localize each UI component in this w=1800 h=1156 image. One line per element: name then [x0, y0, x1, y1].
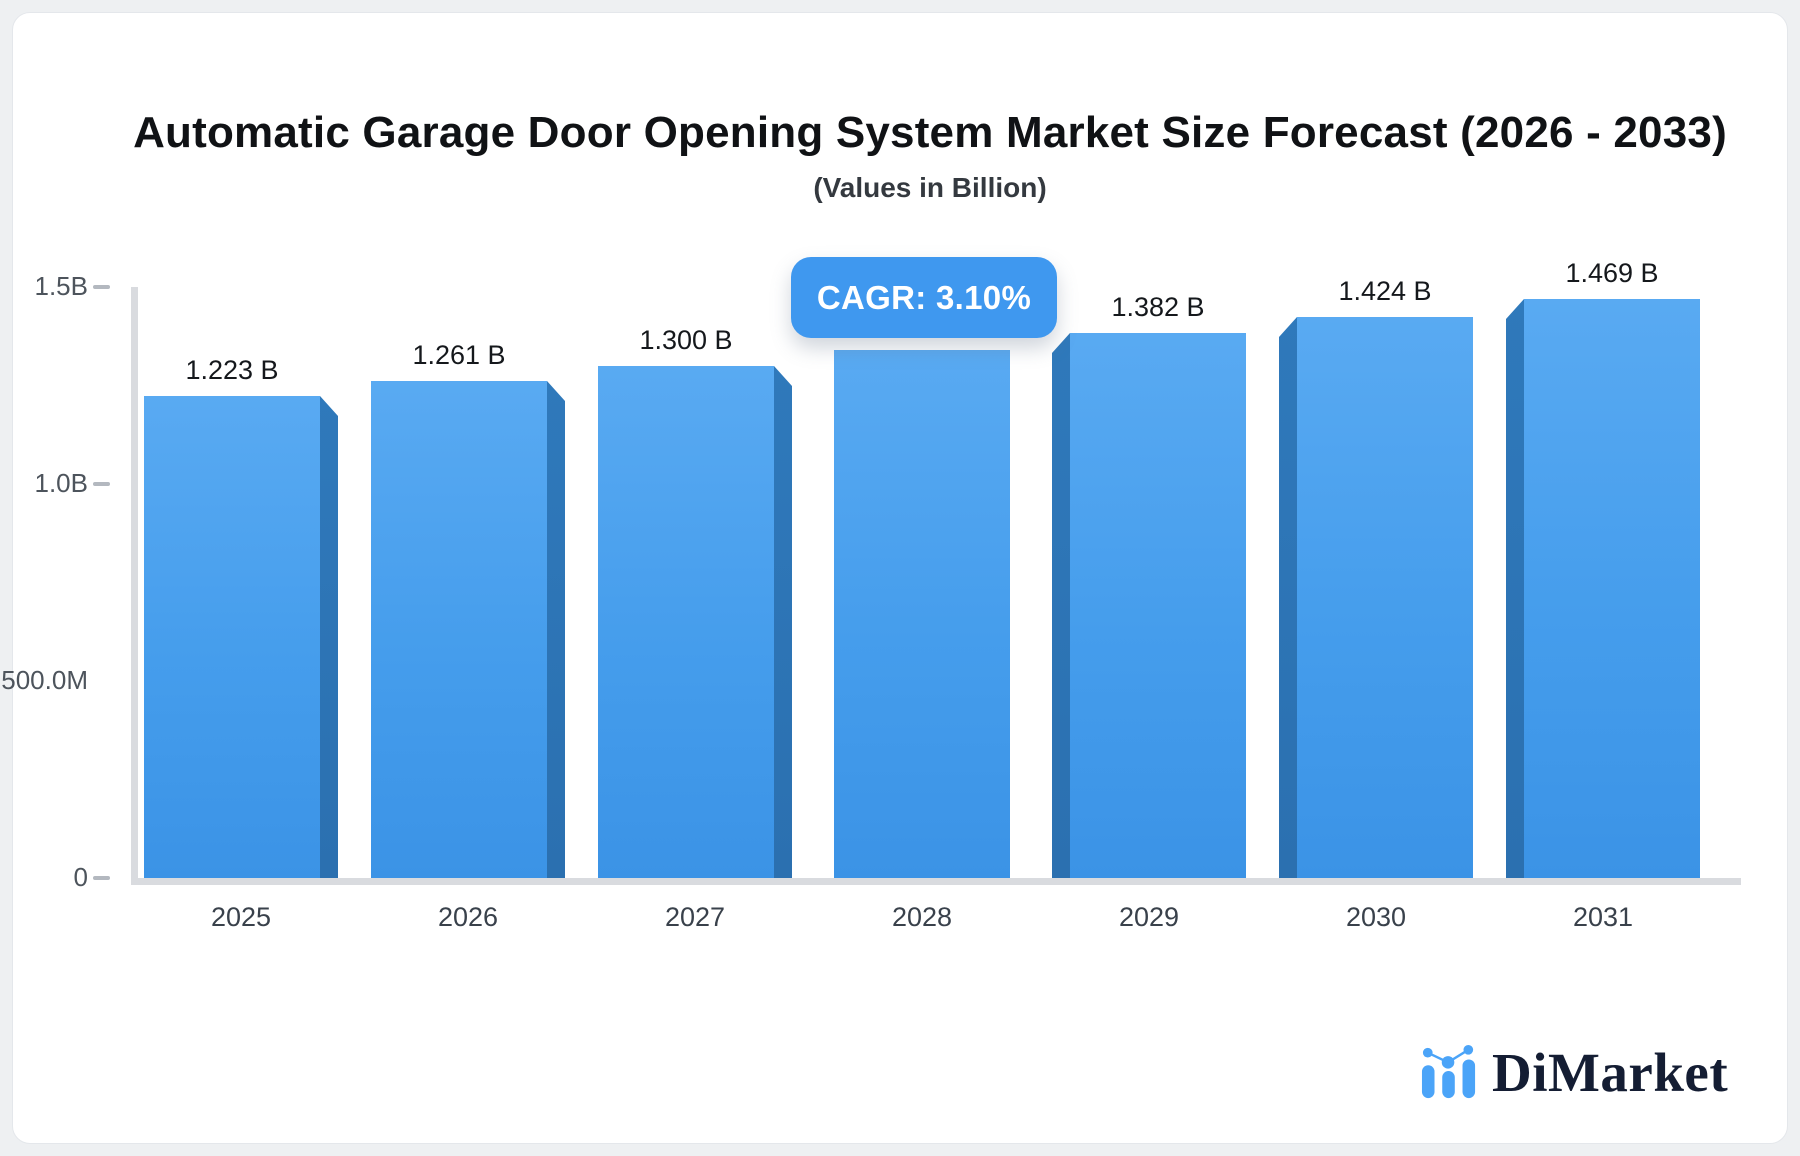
x-tick-label: 2029	[1118, 902, 1180, 932]
y-tick-dash	[93, 876, 110, 880]
y-axis-line	[131, 287, 138, 878]
x-tick-label: 2031	[1572, 902, 1634, 932]
bar-value-label: 1.261 B	[412, 340, 506, 370]
x-tick-label: 2028	[891, 902, 953, 932]
y-tick-label: 0	[73, 862, 88, 892]
cagr-badge: CAGR: 3.10%	[791, 257, 1057, 338]
bar-side-2025	[320, 396, 338, 878]
bar-side-2027	[774, 366, 792, 878]
brand-logo: DiMarket	[1420, 1038, 1728, 1100]
cagr-badge-label: CAGR: 3.10%	[816, 278, 1032, 316]
x-tick-label: 2026	[437, 902, 499, 932]
bar-value-label: 1.300 B	[639, 325, 733, 355]
x-tick-label: 2027	[664, 902, 726, 932]
chart-title: Automatic Garage Door Opening System Mar…	[133, 108, 1727, 157]
y-tick-label: 500.0M	[1, 665, 88, 695]
bar-2027	[598, 366, 774, 878]
bar-value-label: 1.469 B	[1565, 258, 1659, 288]
bar-2028	[834, 350, 1010, 878]
bar-side-2030	[1279, 317, 1297, 878]
bar-2030	[1297, 317, 1473, 878]
bar-value-label: 1.424 B	[1338, 276, 1432, 306]
x-tick-label: 2025	[210, 902, 272, 932]
bar-value-label: 1.223 B	[185, 355, 279, 385]
bar-side-2029	[1052, 333, 1070, 878]
x-axis-line	[131, 878, 1741, 885]
x-tick-label: 2030	[1345, 902, 1407, 932]
y-tick-label: 1.5B	[34, 271, 89, 301]
bar-side-2031	[1506, 299, 1524, 878]
y-tick-dash	[93, 285, 110, 289]
logo-wordmark: DiMarket	[1492, 1042, 1729, 1103]
bar-2025	[144, 396, 320, 878]
y-tick-dash	[93, 482, 110, 486]
y-tick-label: 1.0B	[34, 468, 89, 498]
bar-line-chart-icon	[1421, 1044, 1476, 1099]
bar-2029	[1070, 333, 1246, 878]
bar-side-2026	[547, 381, 565, 878]
bar-value-label: 1.382 B	[1111, 292, 1205, 322]
chart-subtitle: (Values in Billion)	[813, 172, 1047, 203]
bar-2031	[1524, 299, 1700, 878]
bar-2026	[371, 381, 547, 878]
